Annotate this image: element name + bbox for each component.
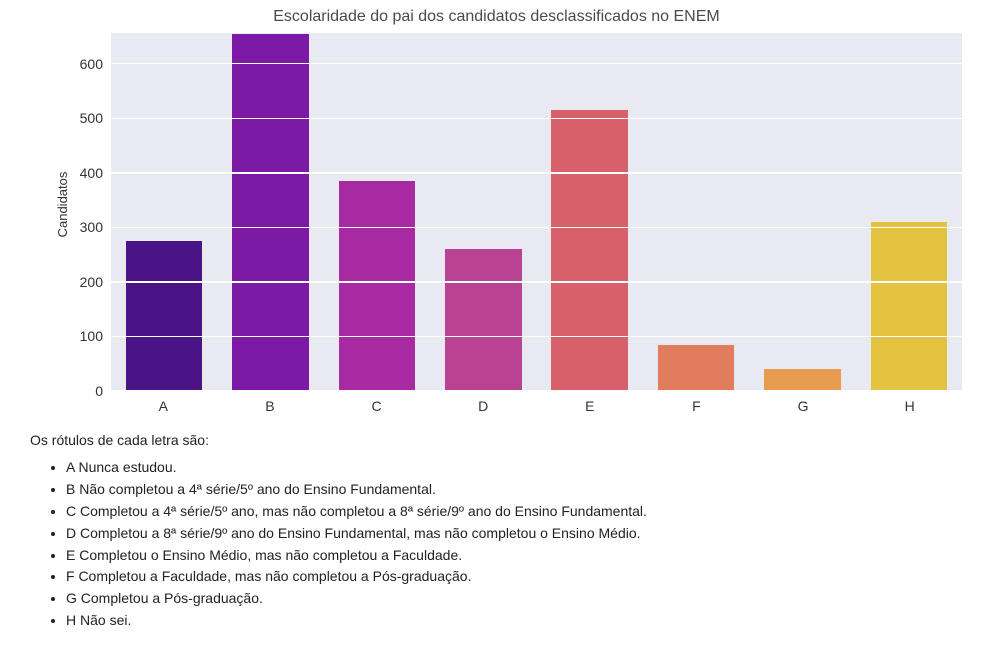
gridline bbox=[111, 118, 962, 120]
gridline bbox=[111, 172, 962, 174]
caption-item: B Não completou a 4ª série/5º ano do Ens… bbox=[66, 480, 963, 499]
caption-item: G Completou a Pós-graduação. bbox=[66, 589, 963, 608]
ytick-label: 500 bbox=[80, 110, 103, 126]
ytick-label: 300 bbox=[80, 219, 103, 235]
caption-item: C Completou a 4ª série/5º ano, mas não c… bbox=[66, 502, 963, 521]
bar-slot bbox=[856, 33, 962, 391]
y-axis-label: Candidatos bbox=[55, 172, 70, 238]
gridline bbox=[111, 63, 962, 65]
caption-block: Os rótulos de cada letra são: A Nunca es… bbox=[30, 432, 963, 630]
bar-slot bbox=[111, 33, 217, 391]
bar-A bbox=[126, 241, 203, 391]
chart-title: Escolaridade do pai dos candidatos descl… bbox=[0, 8, 993, 26]
caption-item: A Nunca estudou. bbox=[66, 458, 963, 477]
bar-B bbox=[232, 34, 309, 391]
caption-title: Os rótulos de cada letra são: bbox=[30, 432, 963, 448]
xtick-label: G bbox=[750, 398, 857, 414]
xtick-label: C bbox=[323, 398, 430, 414]
ytick-label: 0 bbox=[95, 383, 103, 399]
bar-slot bbox=[749, 33, 855, 391]
xtick-label: E bbox=[537, 398, 644, 414]
bars-group bbox=[111, 33, 962, 391]
bar-slot bbox=[217, 33, 323, 391]
chart-container: Escolaridade do pai dos candidatos descl… bbox=[0, 0, 993, 630]
bar-slot bbox=[643, 33, 749, 391]
bar-E bbox=[551, 110, 628, 391]
ytick-label: 100 bbox=[80, 328, 103, 344]
bar-G bbox=[764, 369, 841, 391]
x-axis: ABCDEFGH bbox=[110, 398, 963, 414]
caption-item: H Não sei. bbox=[66, 611, 963, 630]
ytick-label: 200 bbox=[80, 274, 103, 290]
bar-C bbox=[339, 181, 416, 391]
bar-F bbox=[658, 345, 735, 391]
xtick-label: A bbox=[110, 398, 217, 414]
caption-list: A Nunca estudou. B Não completou a 4ª sér… bbox=[30, 458, 963, 630]
xtick-label: B bbox=[217, 398, 324, 414]
gridline bbox=[111, 281, 962, 283]
caption-item: D Completou a 8ª série/9º ano do Ensino … bbox=[66, 524, 963, 543]
gridline bbox=[111, 390, 962, 392]
bar-D bbox=[445, 249, 522, 391]
gridline bbox=[111, 227, 962, 229]
ytick-label: 400 bbox=[80, 165, 103, 181]
caption-item: F Completou a Faculdade, mas não complet… bbox=[66, 567, 963, 586]
caption-item: E Completou o Ensino Médio, mas não comp… bbox=[66, 546, 963, 565]
bar-H bbox=[871, 222, 948, 391]
gridline bbox=[111, 336, 962, 338]
chart-area: Candidatos 0100200300400500600 ABCDEFGH bbox=[110, 32, 963, 414]
bar-slot bbox=[430, 33, 536, 391]
xtick-label: F bbox=[643, 398, 750, 414]
ytick-label: 600 bbox=[80, 56, 103, 72]
xtick-label: H bbox=[856, 398, 963, 414]
plot-background: Candidatos 0100200300400500600 bbox=[110, 32, 963, 392]
bar-slot bbox=[537, 33, 643, 391]
bar-slot bbox=[324, 33, 430, 391]
xtick-label: D bbox=[430, 398, 537, 414]
